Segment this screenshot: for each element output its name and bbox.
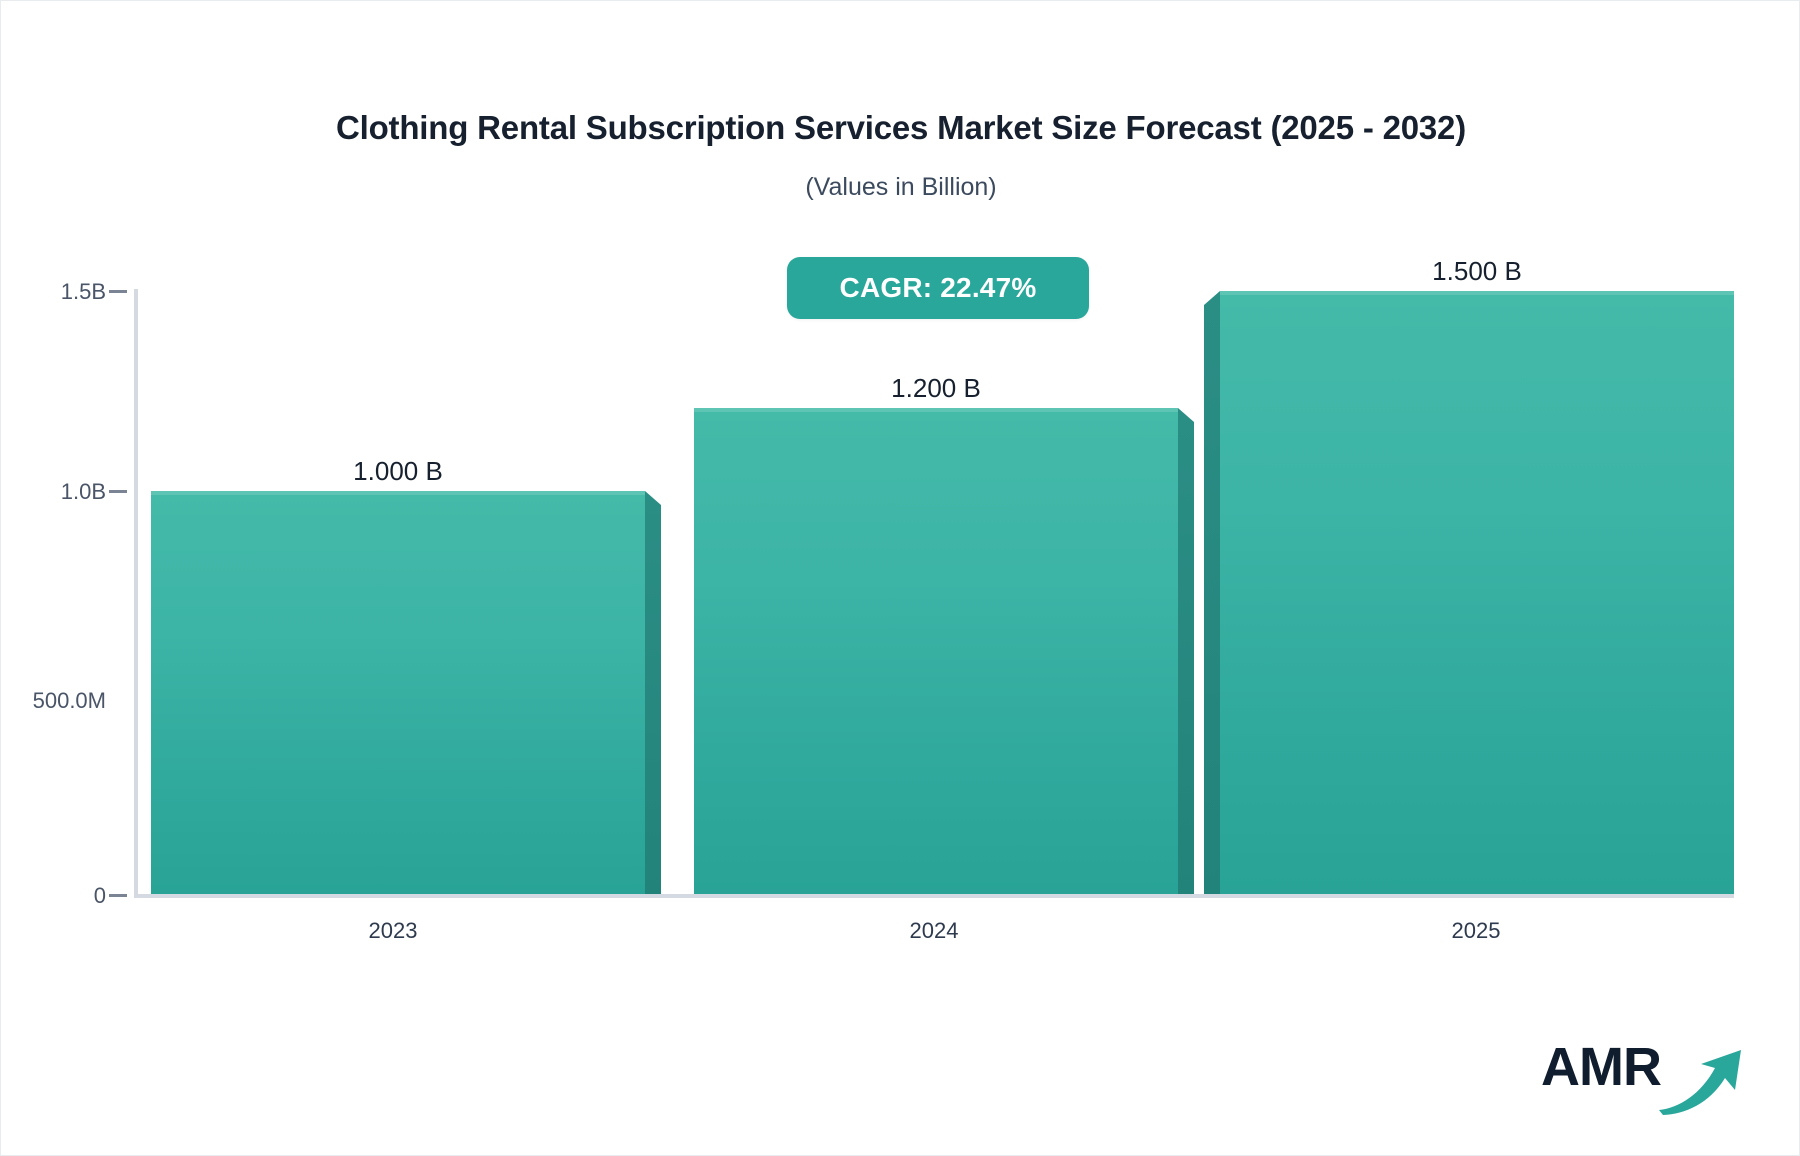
bar-2024-top-highlight <box>694 408 1178 412</box>
y-tick-label-500m: 500.0M <box>32 688 106 713</box>
cagr-badge: CAGR: 22.47% <box>787 257 1089 319</box>
x-tick-label-2025: 2025 <box>1451 918 1501 943</box>
y-tick-mark-1500m <box>109 290 127 293</box>
x-tick-label-2023: 2023 <box>368 918 418 943</box>
y-tick-label-1000m: 1.0B <box>60 479 106 504</box>
bar-value-label-2024: 1.200 B <box>891 373 981 403</box>
bar-2024[interactable] <box>694 408 1194 894</box>
chart-subtitle: (Values in Billion) <box>805 173 997 201</box>
bar-value-label-2025: 1.500 B <box>1432 256 1522 286</box>
y-tick-mark-0 <box>109 894 127 897</box>
bar-2025[interactable] <box>1204 291 1734 894</box>
y-tick-label-0: 0 <box>93 883 106 908</box>
bar-2024-face <box>694 408 1178 894</box>
bar-2023-side-face <box>645 491 661 894</box>
x-axis-line <box>134 894 1734 898</box>
amr-logo: AMR <box>1541 1036 1741 1116</box>
bar-2023-face <box>151 491 645 894</box>
bar-value-label-2023: 1.000 B <box>353 456 443 486</box>
bar-2023[interactable] <box>151 491 661 894</box>
bar-2025-top-highlight <box>1220 291 1734 295</box>
bar-2025-face <box>1220 291 1734 894</box>
bar-2023-top-highlight <box>151 491 645 495</box>
y-axis-line <box>134 289 138 897</box>
page-title: Clothing Rental Subscription Services Ma… <box>336 109 1466 146</box>
growth-arrow-up-icon <box>1659 1050 1741 1115</box>
bar-2024-side-face <box>1178 408 1194 894</box>
y-tick-label-1500m: 1.5B <box>60 279 106 304</box>
amr-logo-text: AMR <box>1541 1037 1662 1097</box>
x-tick-label-2024: 2024 <box>909 918 959 943</box>
y-tick-mark-1000m <box>109 490 127 493</box>
cagr-badge-label: CAGR: 22.47% <box>839 272 1037 303</box>
bar-2025-side-face <box>1204 291 1220 894</box>
